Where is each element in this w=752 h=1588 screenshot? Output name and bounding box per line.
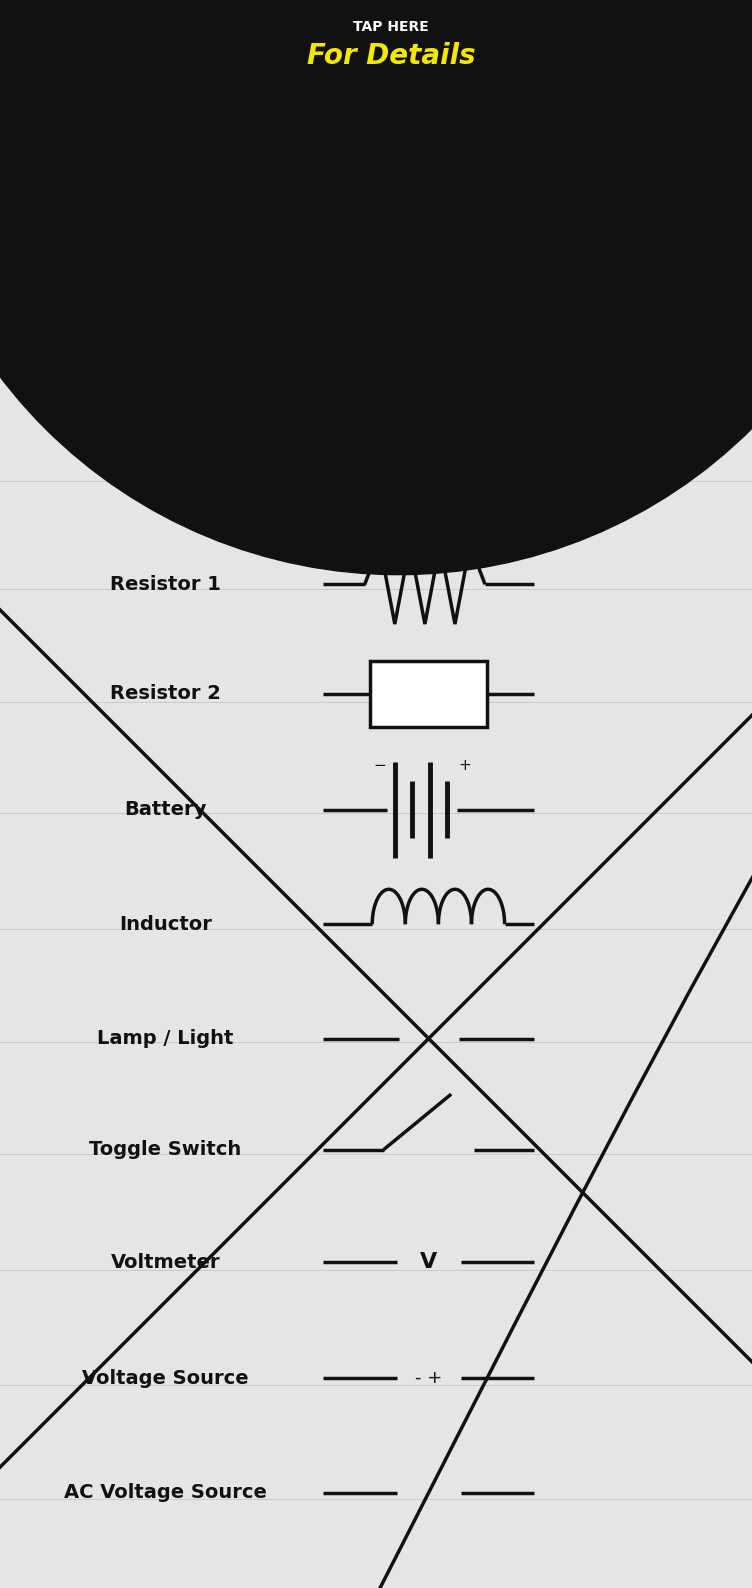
Text: For Details: For Details bbox=[307, 41, 475, 70]
Text: - +: - + bbox=[415, 1369, 442, 1388]
Circle shape bbox=[0, 0, 752, 575]
Text: Lamp / Light: Lamp / Light bbox=[97, 1029, 234, 1048]
Bar bbox=[370, 661, 487, 727]
Text: Capacitor 2: Capacitor 2 bbox=[102, 467, 229, 486]
Text: Capacitor 1: Capacitor 1 bbox=[102, 359, 229, 378]
Text: Voltage Source: Voltage Source bbox=[82, 1369, 249, 1388]
Text: Resistor 1: Resistor 1 bbox=[110, 575, 221, 594]
Text: Voltmeter: Voltmeter bbox=[111, 1253, 220, 1272]
Text: −: − bbox=[374, 757, 386, 773]
Text: TAP HERE: TAP HERE bbox=[353, 21, 429, 33]
Text: AC Voltage Source: AC Voltage Source bbox=[64, 1483, 267, 1502]
Bar bbox=[0, 0, 752, 119]
Text: +: + bbox=[459, 757, 471, 773]
Text: Connected Wires: Connected Wires bbox=[80, 65, 251, 84]
Text: Inductor: Inductor bbox=[119, 915, 212, 934]
Text: Toggle Switch: Toggle Switch bbox=[89, 1140, 241, 1159]
Text: Battery: Battery bbox=[124, 800, 207, 819]
Text: Resistor 2: Resistor 2 bbox=[110, 684, 221, 703]
Text: Non Connected Wires: Non Connected Wires bbox=[56, 213, 274, 232]
Text: V: V bbox=[420, 1253, 437, 1272]
